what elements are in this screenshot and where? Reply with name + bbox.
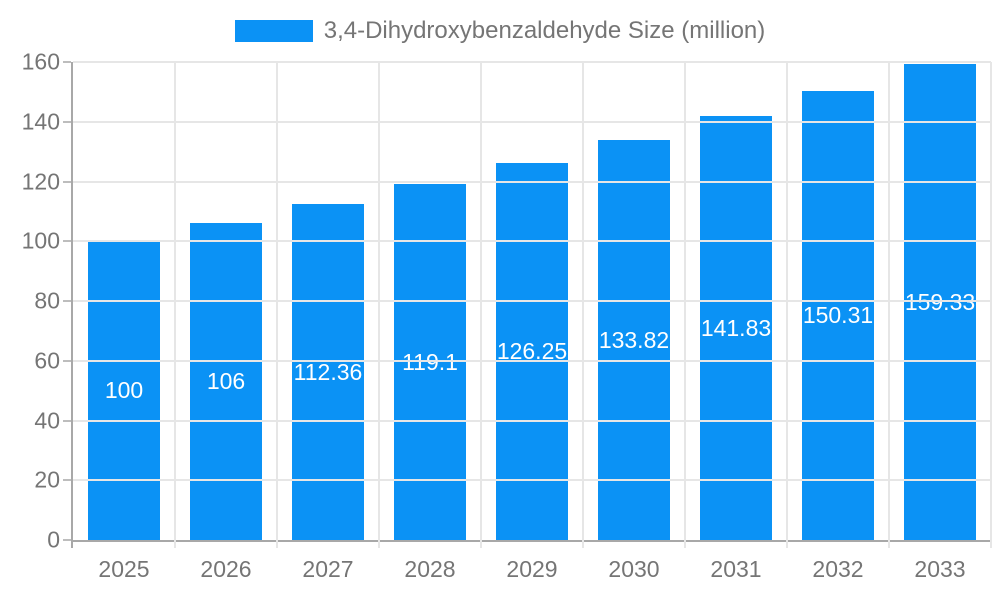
gridline-x-boundary-7	[786, 62, 788, 548]
plot-area: 100 106 112.36 119.1 126.25 133.82 141.83 150.3…	[71, 61, 992, 548]
y-tick-label-140: 140	[21, 108, 60, 135]
bar-2026[interactable]: 106	[190, 223, 262, 540]
y-tick-mark-140	[63, 120, 71, 123]
gridline-x-boundary-8	[887, 62, 890, 548]
bar-2033[interactable]: 159.33	[904, 64, 976, 540]
gridline-x-boundary-1	[173, 62, 176, 548]
y-axis-labels: 0 20 40 60 80 100 120 140 160	[0, 50, 71, 551]
gridline-x-boundary-9	[990, 62, 992, 548]
bar-2028[interactable]: 119.1	[394, 184, 466, 540]
gridline-y-120	[73, 180, 991, 183]
x-tick-label-2031: 2031	[710, 556, 762, 582]
gridline-x-boundary-4	[479, 62, 482, 548]
bar-value-label-2027: 112.36	[293, 358, 363, 385]
gridline-y-100	[73, 240, 991, 243]
y-tick-label-0: 0	[47, 526, 60, 553]
x-tick-label-2030: 2030	[608, 556, 660, 582]
bar-slot-2025: 100	[73, 62, 175, 540]
y-tick-mark-80	[63, 300, 71, 302]
bar-value-label-2025: 100	[104, 377, 144, 404]
bar-slot-2027: 112.36	[277, 62, 379, 540]
y-tick-mark-0	[63, 539, 71, 541]
y-tick-mark-160	[63, 61, 71, 63]
bar-2032[interactable]: 150.31	[802, 90, 874, 540]
y-tick-label-60: 60	[34, 347, 60, 374]
bar-value-label-2028: 119.1	[402, 348, 458, 375]
x-axis-line	[71, 540, 991, 542]
x-tick-label-2028: 2028	[404, 556, 456, 582]
y-tick-mark-20	[63, 479, 71, 482]
bar-2027[interactable]: 112.36	[292, 204, 364, 540]
y-tick-label-100: 100	[21, 227, 60, 254]
gridline-y-40	[73, 419, 991, 422]
x-tick-label-2033: 2033	[914, 556, 966, 582]
y-tick-mark-60	[63, 359, 71, 362]
y-tick-label-80: 80	[34, 287, 60, 314]
x-tick-label-2025: 2025	[98, 556, 150, 582]
x-tick-label-2029: 2029	[506, 556, 558, 582]
y-tick-mark-100	[63, 240, 71, 243]
gridline-x-boundary-2	[275, 62, 278, 548]
bar-slot-2026: 106	[175, 62, 277, 540]
bar-2031[interactable]: 141.83	[700, 116, 772, 540]
bar-value-label-2026: 106	[206, 368, 246, 395]
bar-value-label-2032: 150.31	[802, 301, 874, 328]
x-tick-label-2026: 2026	[200, 556, 252, 582]
gridline-x-boundary-3	[377, 62, 380, 548]
bar-2030[interactable]: 133.82	[598, 140, 670, 540]
gridline-y-80	[73, 300, 991, 302]
y-tick-label-40: 40	[34, 407, 60, 433]
legend-swatch	[234, 20, 313, 42]
legend-label: 3,4-Dihydroxybenzaldehyde Size (million)	[323, 17, 766, 44]
bar-slot-2030: 133.82	[583, 62, 685, 540]
y-tick-label-120: 120	[21, 168, 60, 194]
y-axis-line	[71, 62, 73, 548]
bar-2025[interactable]: 100	[88, 241, 160, 540]
bar-slot-2033: 159.33	[889, 62, 991, 540]
y-tick-label-20: 20	[34, 466, 60, 493]
y-tick-label-160: 160	[21, 48, 60, 75]
bar-slot-2029: 126.25	[481, 62, 583, 540]
bar-value-label-2031: 141.83	[700, 314, 772, 341]
bar-value-label-2033: 159.33	[904, 288, 976, 315]
y-tick-mark-40	[63, 419, 71, 422]
legend[interactable]: 3,4-Dihydroxybenzaldehyde Size (million)	[0, 16, 1000, 46]
gridline-x-boundary-6	[683, 62, 686, 548]
x-axis-labels: 2025 2026 2027 2028 2029 2030 2031 2032 2033	[73, 556, 991, 583]
bar-value-label-2029: 126.25	[496, 337, 568, 364]
x-tick-label-2027: 2027	[302, 556, 354, 582]
bar-value-label-2030: 133.82	[598, 326, 670, 353]
bar-2029[interactable]: 126.25	[496, 162, 568, 540]
gridline-y-20	[73, 479, 991, 482]
gridline-y-60	[73, 359, 991, 362]
gridline-y-140	[73, 120, 991, 123]
x-tick-label-2032: 2032	[812, 556, 864, 582]
bar-slot-2031: 141.83	[685, 62, 787, 540]
gridline-x-boundary-5	[582, 62, 584, 548]
gridline-y-160	[73, 61, 991, 63]
y-tick-mark-120	[63, 180, 71, 183]
bar-slot-2032: 150.31	[787, 62, 889, 540]
